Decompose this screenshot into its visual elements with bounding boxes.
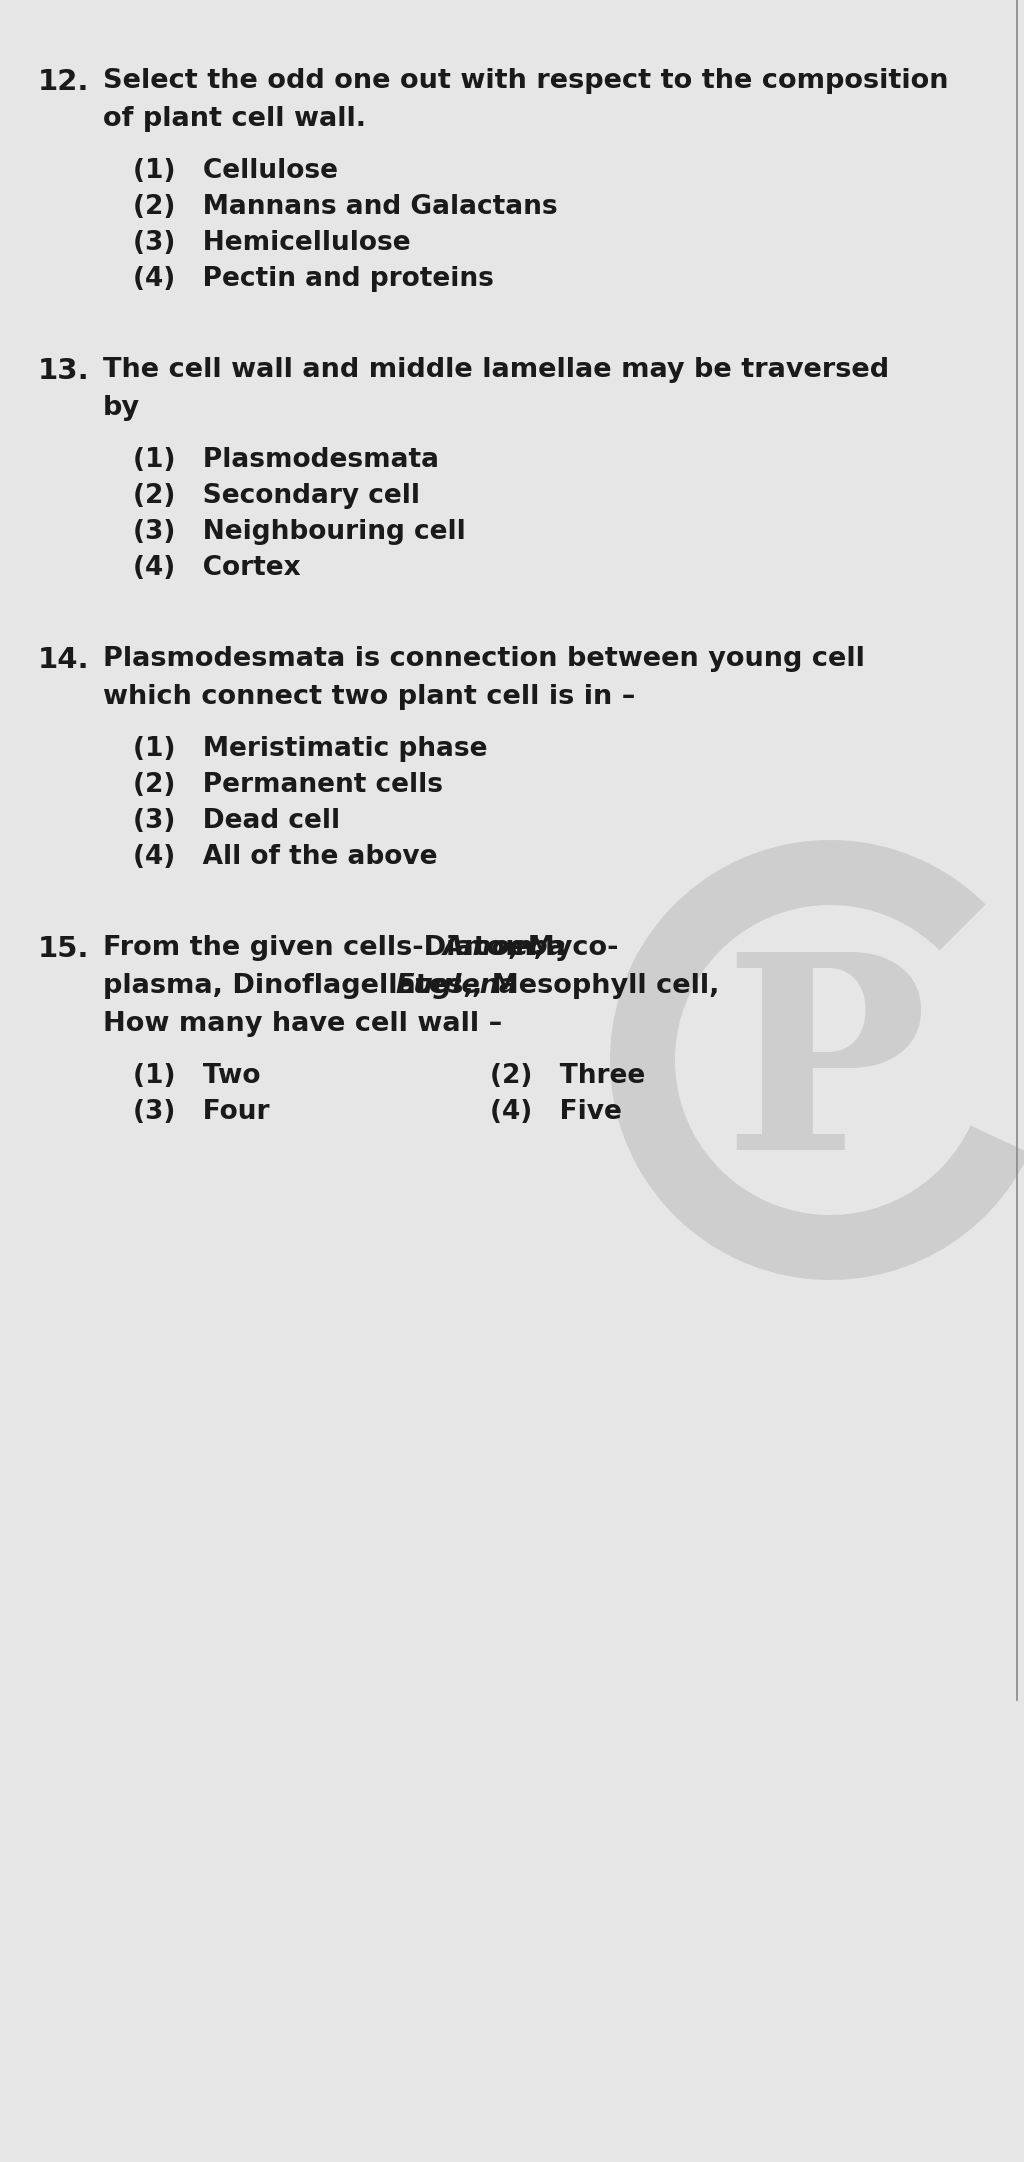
Text: (4)   Pectin and proteins: (4) Pectin and proteins [133, 266, 494, 292]
Text: (3)   Hemicellulose: (3) Hemicellulose [133, 229, 411, 255]
Text: Amoeba: Amoeba [442, 934, 566, 960]
Text: (4)   Cortex: (4) Cortex [133, 556, 301, 582]
Text: (1)   Cellulose: (1) Cellulose [133, 158, 338, 184]
Text: by: by [103, 396, 140, 422]
Text: 14.: 14. [38, 646, 90, 675]
Text: (2)   Permanent cells: (2) Permanent cells [133, 772, 443, 798]
Text: , Mesophyll cell,: , Mesophyll cell, [472, 973, 719, 999]
Text: plasma, Dinoflagellates,: plasma, Dinoflagellates, [103, 973, 483, 999]
Text: (3)   Dead cell: (3) Dead cell [133, 809, 340, 835]
Text: , Myco-: , Myco- [508, 934, 618, 960]
Text: Euglena: Euglena [395, 973, 518, 999]
Text: Select the odd one out with respect to the composition: Select the odd one out with respect to t… [103, 67, 948, 93]
Text: The cell wall and middle lamellae may be traversed: The cell wall and middle lamellae may be… [103, 357, 889, 383]
Text: (3)   Neighbouring cell: (3) Neighbouring cell [133, 519, 466, 545]
Text: (2)   Secondary cell: (2) Secondary cell [133, 482, 420, 508]
Text: 15.: 15. [38, 934, 89, 962]
Text: which connect two plant cell is in –: which connect two plant cell is in – [103, 683, 635, 709]
Text: (3)   Four: (3) Four [133, 1098, 269, 1124]
Text: P: P [723, 943, 927, 1206]
Text: Plasmodesmata is connection between young cell: Plasmodesmata is connection between youn… [103, 646, 865, 672]
Text: How many have cell wall –: How many have cell wall – [103, 1012, 502, 1038]
Text: (2)   Mannans and Galactans: (2) Mannans and Galactans [133, 195, 558, 221]
Text: (4)   All of the above: (4) All of the above [133, 843, 437, 869]
Text: (2)   Three: (2) Three [490, 1064, 645, 1090]
Text: (4)   Five: (4) Five [490, 1098, 622, 1124]
Text: From the given cells-Diatom,: From the given cells-Diatom, [103, 934, 553, 960]
Text: 12.: 12. [38, 67, 89, 95]
Text: (1)   Two: (1) Two [133, 1064, 260, 1090]
Wedge shape [610, 841, 1024, 1280]
Text: 13.: 13. [38, 357, 90, 385]
Text: of plant cell wall.: of plant cell wall. [103, 106, 366, 132]
Text: (1)   Plasmodesmata: (1) Plasmodesmata [133, 448, 439, 473]
Text: (1)   Meristimatic phase: (1) Meristimatic phase [133, 735, 487, 761]
